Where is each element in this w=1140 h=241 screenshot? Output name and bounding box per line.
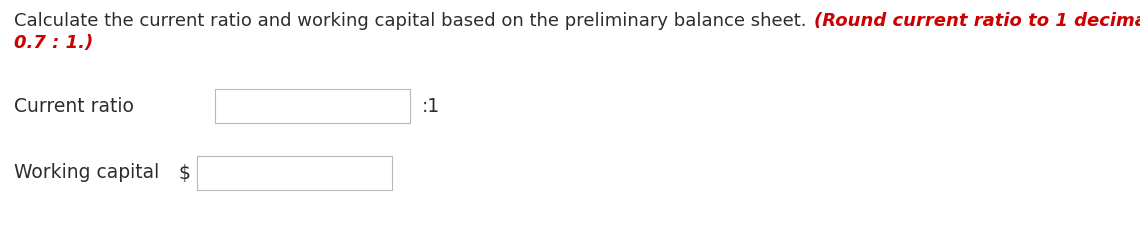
FancyBboxPatch shape — [215, 89, 410, 123]
Text: Working capital: Working capital — [14, 163, 160, 182]
Text: (Round current ratio to 1 decimal place, e.g.: (Round current ratio to 1 decimal place,… — [814, 12, 1140, 30]
Text: :1: :1 — [422, 96, 440, 115]
FancyBboxPatch shape — [197, 156, 392, 190]
Text: 0.7 : 1.): 0.7 : 1.) — [14, 34, 93, 52]
Text: $: $ — [178, 163, 190, 182]
Text: Calculate the current ratio and working capital based on the preliminary balance: Calculate the current ratio and working … — [14, 12, 812, 30]
Text: Current ratio: Current ratio — [14, 96, 133, 115]
